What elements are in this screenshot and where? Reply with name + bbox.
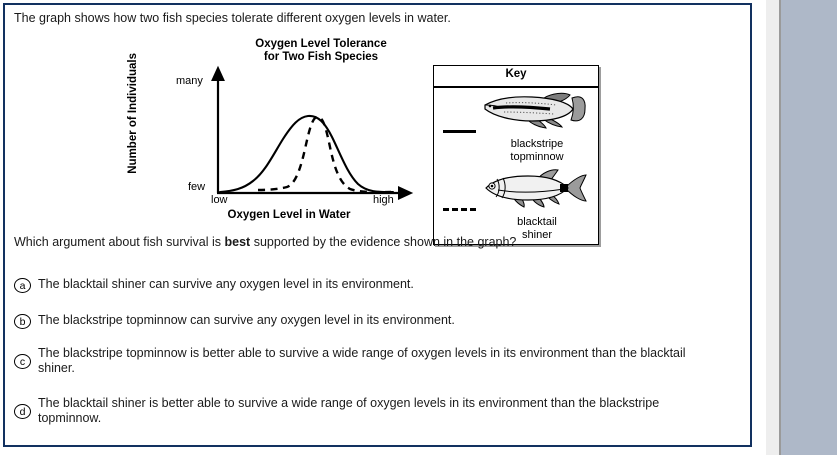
key-label-line-2: shiner — [522, 229, 552, 241]
curve-blacktail-shiner — [257, 115, 392, 194]
y-axis-tick-few: few — [188, 181, 206, 193]
x-axis-tick-high: high — [373, 194, 394, 206]
scrollbar-divider — [779, 0, 781, 455]
blacktail-shiner-icon — [485, 169, 587, 208]
chart-curves — [210, 65, 414, 201]
vertical-scrollbar-track[interactable] — [766, 0, 780, 455]
answer-option-c[interactable]: c The blackstripe topminnow is better ab… — [14, 346, 704, 375]
option-marker-d[interactable]: d — [14, 404, 31, 419]
key-label-line-1: blacktail — [517, 216, 557, 228]
key-entry-blacktail-shiner: blacktail shiner — [434, 166, 598, 244]
answer-option-d[interactable]: d The blacktail shiner is better able to… — [14, 396, 704, 425]
question-prefix: Which argument about fish survival is — [14, 235, 225, 249]
chart-title-line-1: Oxygen Level Tolerance — [255, 38, 387, 50]
option-marker-c[interactable]: c — [14, 354, 31, 369]
key-title-divider — [434, 86, 598, 88]
chart-title: Oxygen Level Tolerance for Two Fish Spec… — [237, 38, 405, 64]
key-title: Key — [505, 68, 527, 80]
key-entry-blackstripe-topminnow: blackstripe topminnow — [434, 88, 598, 166]
curve-blackstripe-topminnow — [218, 114, 395, 194]
key-line-dashed-icon — [443, 208, 476, 211]
option-text-c: The blackstripe topminnow is better able… — [38, 346, 686, 375]
content-gutter — [755, 0, 766, 455]
option-marker-b[interactable]: b — [14, 314, 31, 329]
blackstripe-topminnow-icon — [484, 92, 586, 129]
figure: Oxygen Level Tolerance for Two Fish Spec… — [5, 31, 750, 245]
stem-text: The graph shows how two fish species tol… — [14, 11, 451, 25]
y-axis-tick-many: many — [176, 75, 203, 87]
key-box: Key — [433, 65, 599, 245]
answer-option-a[interactable]: a The blacktail shiner can survive any o… — [14, 277, 714, 293]
plot-area: Number of Individuals Oxygen Level in Wa… — [127, 31, 435, 231]
option-text-a: The blacktail shiner can survive any oxy… — [38, 277, 414, 291]
key-label-blackstripe-topminnow: blackstripe topminnow — [482, 138, 592, 164]
question-text: Which argument about fish survival is be… — [14, 235, 516, 249]
option-marker-a[interactable]: a — [14, 278, 31, 293]
key-label-line-2: topminnow — [510, 151, 564, 163]
option-text-d: The blacktail shiner is better able to s… — [38, 396, 660, 425]
y-axis-label: Number of Individuals — [127, 53, 139, 174]
key-label-line-1: blackstripe — [510, 138, 564, 150]
right-side-panel — [781, 0, 837, 455]
question-suffix: supported by the evidence shown in the g… — [250, 235, 517, 249]
key-line-solid-icon — [443, 130, 476, 133]
x-axis-tick-low: low — [211, 194, 228, 206]
key-label-blacktail-shiner: blacktail shiner — [482, 216, 592, 242]
chart-title-line-2: for Two Fish Species — [263, 51, 379, 63]
x-axis-label: Oxygen Level in Water — [227, 209, 351, 221]
question-emphasis: best — [224, 235, 251, 249]
question-panel: The graph shows how two fish species tol… — [3, 3, 752, 447]
option-text-b: The blackstripe topminnow can survive an… — [38, 313, 455, 327]
answer-option-b[interactable]: b The blackstripe topminnow can survive … — [14, 313, 714, 329]
